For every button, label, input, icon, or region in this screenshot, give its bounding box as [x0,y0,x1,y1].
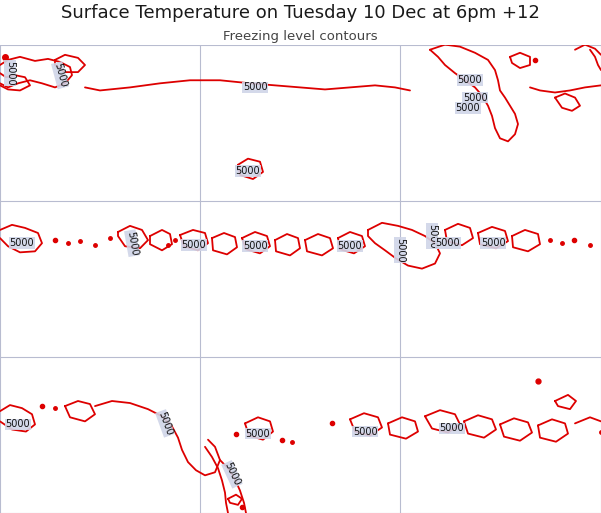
Text: 5000: 5000 [5,420,30,429]
Text: 5000: 5000 [427,224,437,248]
Text: 5000: 5000 [243,83,267,92]
Text: 5000: 5000 [440,424,465,433]
Text: 5000: 5000 [236,166,260,176]
Text: 5000: 5000 [481,238,505,248]
Text: Surface Temperature on Tuesday 10 Dec at 6pm +12: Surface Temperature on Tuesday 10 Dec at… [61,5,540,23]
Text: 5000: 5000 [182,240,206,250]
Text: 5000: 5000 [456,103,480,113]
Text: 5000: 5000 [338,241,362,251]
Text: 5000: 5000 [458,75,483,85]
Text: 5000: 5000 [243,241,267,251]
Text: Freezing level contours: Freezing level contours [223,30,378,43]
Text: 5000: 5000 [156,410,174,437]
Text: 5000: 5000 [222,461,242,487]
Text: 5000: 5000 [125,230,139,256]
Text: 5000: 5000 [52,62,68,88]
Text: 5000: 5000 [5,61,15,86]
Text: 5000: 5000 [246,428,270,439]
Text: 5000: 5000 [10,238,34,248]
Text: 5000: 5000 [353,426,377,437]
Text: 5000: 5000 [436,238,460,248]
Text: 5000: 5000 [395,238,405,263]
Text: 5000: 5000 [463,92,487,103]
